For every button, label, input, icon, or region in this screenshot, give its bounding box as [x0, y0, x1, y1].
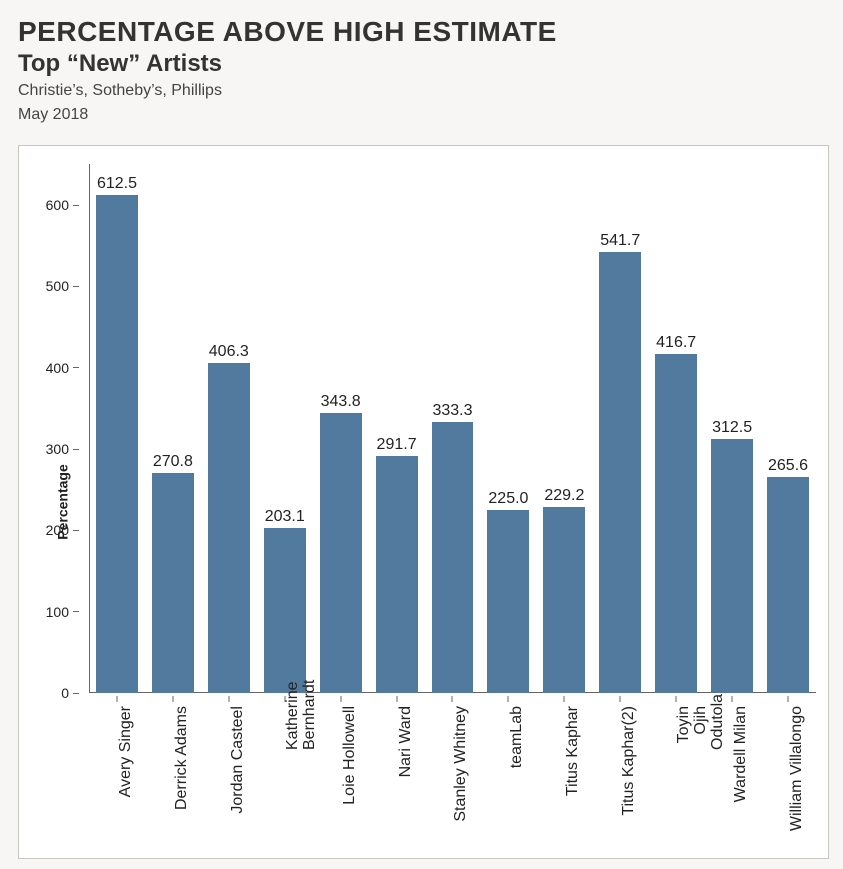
x-tick-label: Titus Kaphar	[564, 706, 582, 796]
y-tick-label: 0	[37, 685, 69, 701]
bar-value-label: 416.7	[648, 334, 704, 352]
x-tick-mark	[564, 696, 565, 702]
x-tick-label: Stanley Whitney	[452, 706, 470, 822]
y-tick-mark	[73, 611, 79, 612]
bar-slot: 406.3	[201, 164, 257, 693]
y-tick-mark	[73, 286, 79, 287]
y-tick-mark	[73, 367, 79, 368]
x-label-slot: Stanley Whitney	[425, 696, 481, 858]
bar	[487, 510, 529, 693]
y-tick-label: 400	[37, 360, 69, 376]
bar-slot: 265.6	[760, 164, 816, 693]
y-axis-ticks: 0100200300400500600	[19, 164, 79, 693]
x-tick-mark	[788, 696, 789, 702]
bar	[96, 195, 138, 693]
bar-value-label: 203.1	[257, 508, 313, 526]
bar-value-label: 229.2	[536, 487, 592, 505]
chart-subtitle: Top “New” Artists	[18, 50, 829, 78]
x-tick-label: teamLab	[508, 706, 526, 768]
y-tick-mark	[73, 449, 79, 450]
x-tick-mark	[676, 696, 677, 702]
bar	[264, 528, 306, 693]
x-tick-label: Nari Ward	[397, 706, 415, 777]
bar	[543, 507, 585, 693]
chart-meta-2: May 2018	[18, 104, 829, 126]
x-tick-mark	[116, 696, 117, 702]
x-tick-label: William Villalongo	[788, 706, 806, 831]
bar-value-label: 343.8	[313, 393, 369, 411]
x-tick-label: Titus Kaphar(2)	[620, 706, 638, 816]
bar-slot: 343.8	[313, 164, 369, 693]
chart-frame: PERCENTAGE ABOVE HIGH ESTIMATE Top “New”…	[0, 0, 843, 869]
bar-slot: 541.7	[592, 164, 648, 693]
bar-slot: 225.0	[480, 164, 536, 693]
bar-slot: 203.1	[257, 164, 313, 693]
chart-title: PERCENTAGE ABOVE HIGH ESTIMATE	[18, 16, 829, 48]
y-tick-mark	[73, 530, 79, 531]
x-label-slot: Titus Kaphar	[536, 696, 592, 858]
bar-value-label: 265.6	[760, 457, 816, 475]
bar	[152, 473, 194, 693]
bar-value-label: 270.8	[145, 453, 201, 471]
x-tick-label: Derrick Adams	[173, 706, 191, 810]
x-label-slot: Loie Hollowell	[313, 696, 369, 858]
y-tick-mark	[73, 693, 79, 694]
x-label-slot: Toyin OjihOdutola	[648, 696, 704, 858]
bar-slot: 312.5	[704, 164, 760, 693]
x-tick-label: Avery Singer	[117, 706, 135, 797]
bar	[432, 422, 474, 693]
y-tick-label: 100	[37, 604, 69, 620]
bar-value-label: 291.7	[369, 436, 425, 454]
x-tick-mark	[396, 696, 397, 702]
x-tick-label: Wardell Milan	[732, 706, 750, 802]
x-tick-mark	[340, 696, 341, 702]
y-tick-mark	[73, 205, 79, 206]
bars-container: 612.5 270.8 406.3 203.1 343.8 291.7333.3 225.0…	[89, 164, 816, 693]
x-label-slot: William Villalongo	[760, 696, 816, 858]
x-label-slot: Jordan Casteel	[201, 696, 257, 858]
x-label-slot: Wardell Milan	[704, 696, 760, 858]
bar-slot: 612.5	[89, 164, 145, 693]
x-tick-mark	[172, 696, 173, 702]
bar-value-label: 333.3	[425, 402, 481, 420]
y-tick-label: 300	[37, 441, 69, 457]
x-label-slot: Avery Singer	[89, 696, 145, 858]
bar-value-label: 225.0	[480, 490, 536, 508]
bar-slot: 270.8	[145, 164, 201, 693]
x-label-slot: teamLab	[480, 696, 536, 858]
bar-slot: 291.7	[369, 164, 425, 693]
x-tick-label: Jordan Casteel	[229, 706, 247, 814]
x-tick-mark	[508, 696, 509, 702]
x-label-slot: Derrick Adams	[145, 696, 201, 858]
bar-slot: 416.7	[648, 164, 704, 693]
x-tick-mark	[620, 696, 621, 702]
x-tick-mark	[732, 696, 733, 702]
x-tick-mark	[228, 696, 229, 702]
bar	[599, 252, 641, 693]
bar-value-label: 406.3	[201, 343, 257, 361]
chart-plot-area: Percentage 0100200300400500600 612.5270.…	[18, 145, 829, 859]
y-tick-label: 600	[37, 197, 69, 213]
x-axis-labels: Avery Singer Derrick Adams Jordan Casteel K…	[89, 696, 816, 858]
y-tick-label: 200	[37, 522, 69, 538]
y-tick-label: 500	[37, 278, 69, 294]
chart-meta-1: Christie’s, Sotheby’s, Phillips	[18, 80, 829, 102]
x-tick-mark	[452, 696, 453, 702]
bar-value-label: 541.7	[592, 232, 648, 250]
bar-plot: 612.5 270.8 406.3 203.1 343.8 291.7333.3 225.0…	[89, 164, 816, 693]
bar	[208, 363, 250, 693]
bar	[767, 477, 809, 693]
x-tick-label: Loie Hollowell	[341, 706, 359, 805]
bar-value-label: 312.5	[704, 419, 760, 437]
bar	[655, 354, 697, 693]
bar	[376, 456, 418, 693]
bar	[320, 413, 362, 693]
x-label-slot: KatherineBernhardt	[257, 696, 313, 858]
bar-slot: 333.3	[425, 164, 481, 693]
bar-slot: 229.2	[536, 164, 592, 693]
bar-value-label: 612.5	[89, 175, 145, 193]
x-label-slot: Nari Ward	[369, 696, 425, 858]
x-label-slot: Titus Kaphar(2)	[592, 696, 648, 858]
bar	[711, 439, 753, 693]
